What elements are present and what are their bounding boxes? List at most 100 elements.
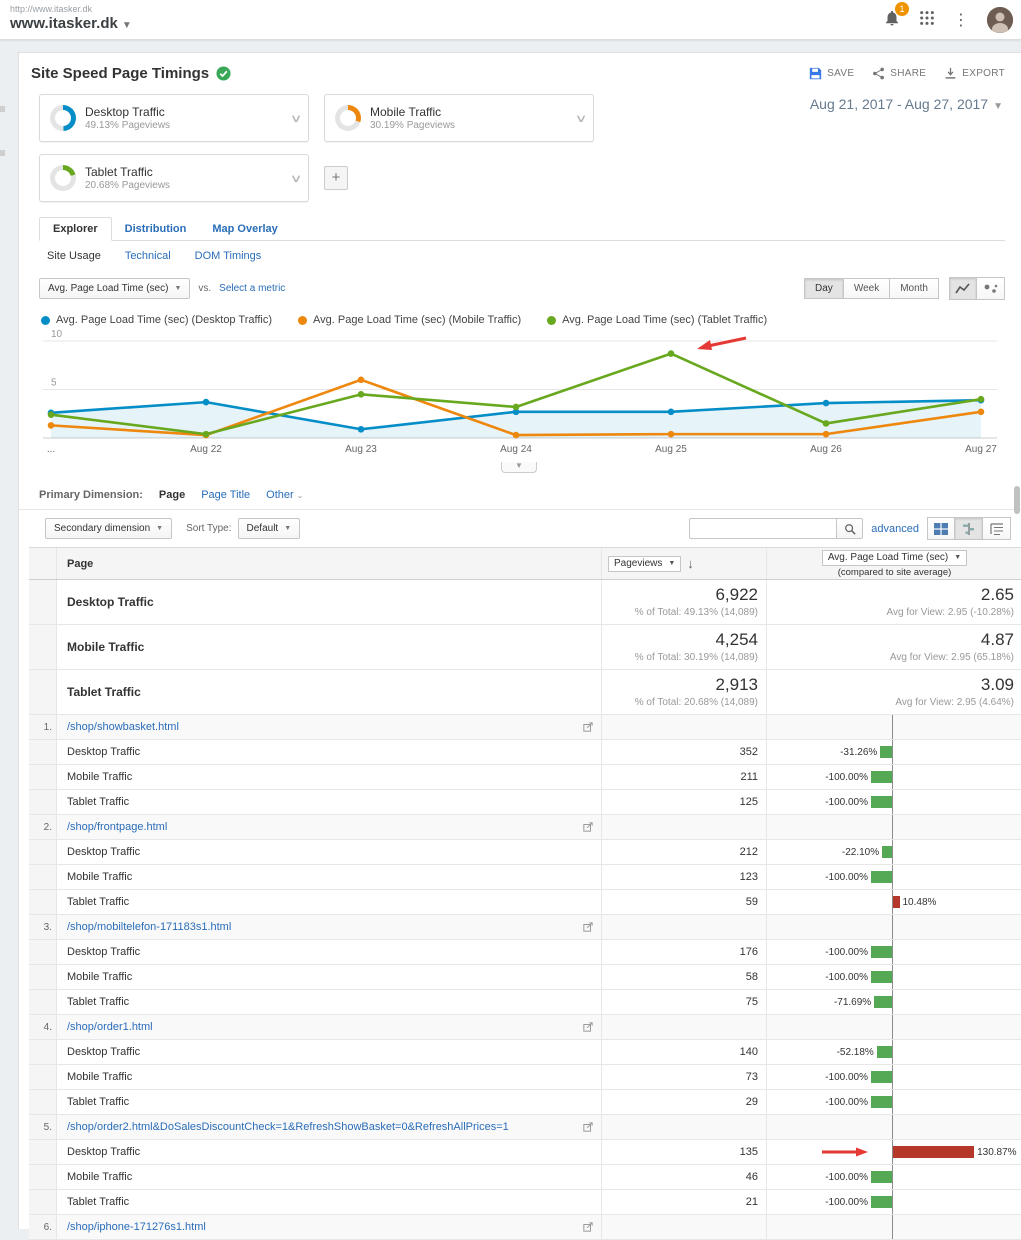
timeline-expander[interactable]: ▼ (501, 462, 537, 473)
export-button[interactable]: EXPORT (944, 67, 1005, 80)
dimension-other[interactable]: Other ⌄ (266, 489, 304, 501)
pageviews-total: 4,254 (715, 630, 758, 649)
comparison-bar-negative (880, 746, 892, 758)
select-metric-link[interactable]: Select a metric (219, 283, 286, 294)
open-page-icon[interactable] (583, 1222, 593, 1232)
segment-card-desktop[interactable]: Desktop Traffic 49.13% Pageviews ∨ (39, 94, 309, 142)
segment-data-row: Desktop Traffic 352 -31.26% (29, 740, 1021, 765)
share-button[interactable]: SHARE (872, 67, 926, 80)
table-search-input[interactable] (689, 518, 838, 539)
metric-selector[interactable]: Avg. Page Load Time (sec) ▼ (39, 278, 191, 299)
open-page-icon[interactable] (583, 1122, 593, 1132)
open-page-icon[interactable] (583, 822, 593, 832)
segment-card-mobile[interactable]: Mobile Traffic 30.19% Pageviews ∨ (324, 94, 594, 142)
pageviews-total: 6,922 (715, 585, 758, 604)
pageviews-total: 2,913 (715, 675, 758, 694)
segment-name: Desktop Traffic (85, 105, 165, 119)
comparison-bar-negative (871, 1071, 892, 1083)
account-url: http://www.itasker.dk (10, 4, 93, 14)
more-options-button[interactable]: ⋮ (953, 12, 969, 29)
open-page-icon[interactable] (583, 1022, 593, 1032)
avg-load-time-column-selector[interactable]: Avg. Page Load Time (sec) ▼ (821, 549, 968, 566)
subtab-site-usage[interactable]: Site Usage (47, 250, 101, 262)
segment-name: Desktop Traffic (67, 846, 141, 858)
avatar[interactable] (987, 7, 1013, 33)
pivot-view-button[interactable] (983, 517, 1011, 540)
data-table-view-button[interactable] (927, 517, 955, 540)
apps-grid-button[interactable] (919, 10, 935, 31)
segment-data-row: Tablet Traffic 59 10.48% (29, 890, 1021, 915)
segment-name: Tablet Traffic (67, 796, 130, 808)
granularity-day-button[interactable]: Day (804, 278, 844, 299)
index-gutter (29, 1190, 57, 1214)
comparison-bar-negative (876, 1046, 892, 1058)
segment-card-tablet[interactable]: Tablet Traffic 20.68% Pageviews ∨ (39, 154, 309, 202)
tab-map-overlay[interactable]: Map Overlay (212, 223, 278, 235)
segment-sub: 30.19% Pageviews (370, 120, 456, 131)
secondary-dimension-button[interactable]: Secondary dimension ▼ (45, 518, 173, 539)
pageviews-value: 352 (739, 746, 758, 758)
column-header-page[interactable]: Page (67, 557, 94, 570)
notifications-button[interactable]: 1 (883, 1, 909, 32)
tab-explorer[interactable]: Explorer (39, 217, 112, 241)
dimension-page[interactable]: Page (158, 489, 186, 501)
comparison-bar-negative (871, 1171, 892, 1183)
summary-row: Mobile Traffic 4,254 % of Total: 30.19% (1… (29, 625, 1021, 670)
subtab-dom-timings[interactable]: DOM Timings (194, 250, 262, 262)
chevron-down-icon: ▼ (156, 525, 164, 532)
subtab-technical[interactable]: Technical (124, 250, 171, 262)
pageviews-percent-of-total: % of Total: 20.68% (14,089) (634, 697, 758, 708)
chevron-down-icon[interactable]: ∨ (289, 172, 303, 185)
page-url-link[interactable]: /shop/mobiltelefon-171183s1.html (67, 921, 232, 933)
table-view-icon (934, 522, 948, 535)
search-button[interactable] (837, 518, 864, 539)
account-selector[interactable]: www.itasker.dk ▼ (10, 15, 132, 32)
segment-name: Desktop Traffic (67, 1146, 141, 1158)
index-gutter (29, 1090, 57, 1114)
row-index: 5. (29, 1115, 57, 1139)
line-chart-view-button[interactable] (949, 277, 977, 300)
row-index: 2. (29, 815, 57, 839)
granularity-week-button[interactable]: Week (843, 278, 891, 299)
delta-percent-label: -100.00% (825, 1171, 868, 1183)
export-icon (945, 67, 956, 79)
open-page-icon[interactable] (583, 922, 593, 932)
pageviews-column-selector[interactable]: Pageviews ▼ (608, 555, 682, 572)
comparison-bar-negative (871, 946, 892, 958)
open-page-icon[interactable] (583, 722, 593, 732)
legend-dot-icon (298, 315, 308, 325)
timeseries-chart[interactable]: 5 10... Aug 22 Aug 23 Aug 24 Aug 25 Aug 26 Aug … (37, 329, 1012, 460)
comparison-view-button[interactable] (955, 517, 983, 540)
page-url-link[interactable]: /shop/showbasket.html (67, 721, 179, 733)
save-icon (809, 67, 822, 80)
chevron-down-icon[interactable]: ∨ (574, 112, 588, 125)
row-index: 1. (29, 715, 57, 739)
share-icon (873, 67, 885, 80)
advanced-filter-link[interactable]: advanced (871, 522, 919, 535)
segment-name: Tablet Traffic (67, 896, 130, 908)
delta-percent-label: -52.18% (836, 1046, 874, 1058)
topbar: http://www.itasker.dk www.itasker.dk ▼ 1 … (0, 0, 1021, 40)
add-segment-button[interactable]: + (324, 166, 348, 190)
sort-descending-icon[interactable]: ↓ (687, 556, 694, 571)
save-button[interactable]: SAVE (809, 67, 854, 80)
tab-distribution[interactable]: Distribution (124, 223, 187, 235)
page-url-link[interactable]: /shop/order1.html (67, 1021, 153, 1033)
dimension-page-title[interactable]: Page Title (201, 489, 251, 501)
granularity-month-button[interactable]: Month (890, 278, 939, 299)
page-url-link[interactable]: /shop/frontpage.html (67, 821, 168, 833)
segment-sub: 20.68% Pageviews (85, 180, 171, 191)
sort-type-selector[interactable]: Default ▼ (237, 518, 301, 539)
segment-data-row: Mobile Traffic 58 -100.00% (29, 965, 1021, 990)
legend-dot-icon (41, 315, 50, 325)
sort-type-label: Sort Type: (186, 523, 232, 534)
segment-name: Mobile Traffic (67, 1171, 133, 1183)
delta-percent-label: -100.00% (825, 871, 868, 883)
chevron-down-icon[interactable]: ∨ (289, 112, 303, 125)
scrollbar-thumb[interactable] (1014, 486, 1020, 514)
page-url-link[interactable]: /shop/iphone-171276s1.html (67, 1221, 206, 1233)
page-url-link[interactable]: /shop/order2.html&DoSalesDiscountCheck=1… (67, 1121, 509, 1133)
date-range-selector[interactable]: Aug 21, 2017 - Aug 27, 2017 ▼ (809, 96, 1003, 112)
motion-chart-view-button[interactable] (977, 277, 1005, 300)
row-index: 3. (29, 915, 57, 939)
